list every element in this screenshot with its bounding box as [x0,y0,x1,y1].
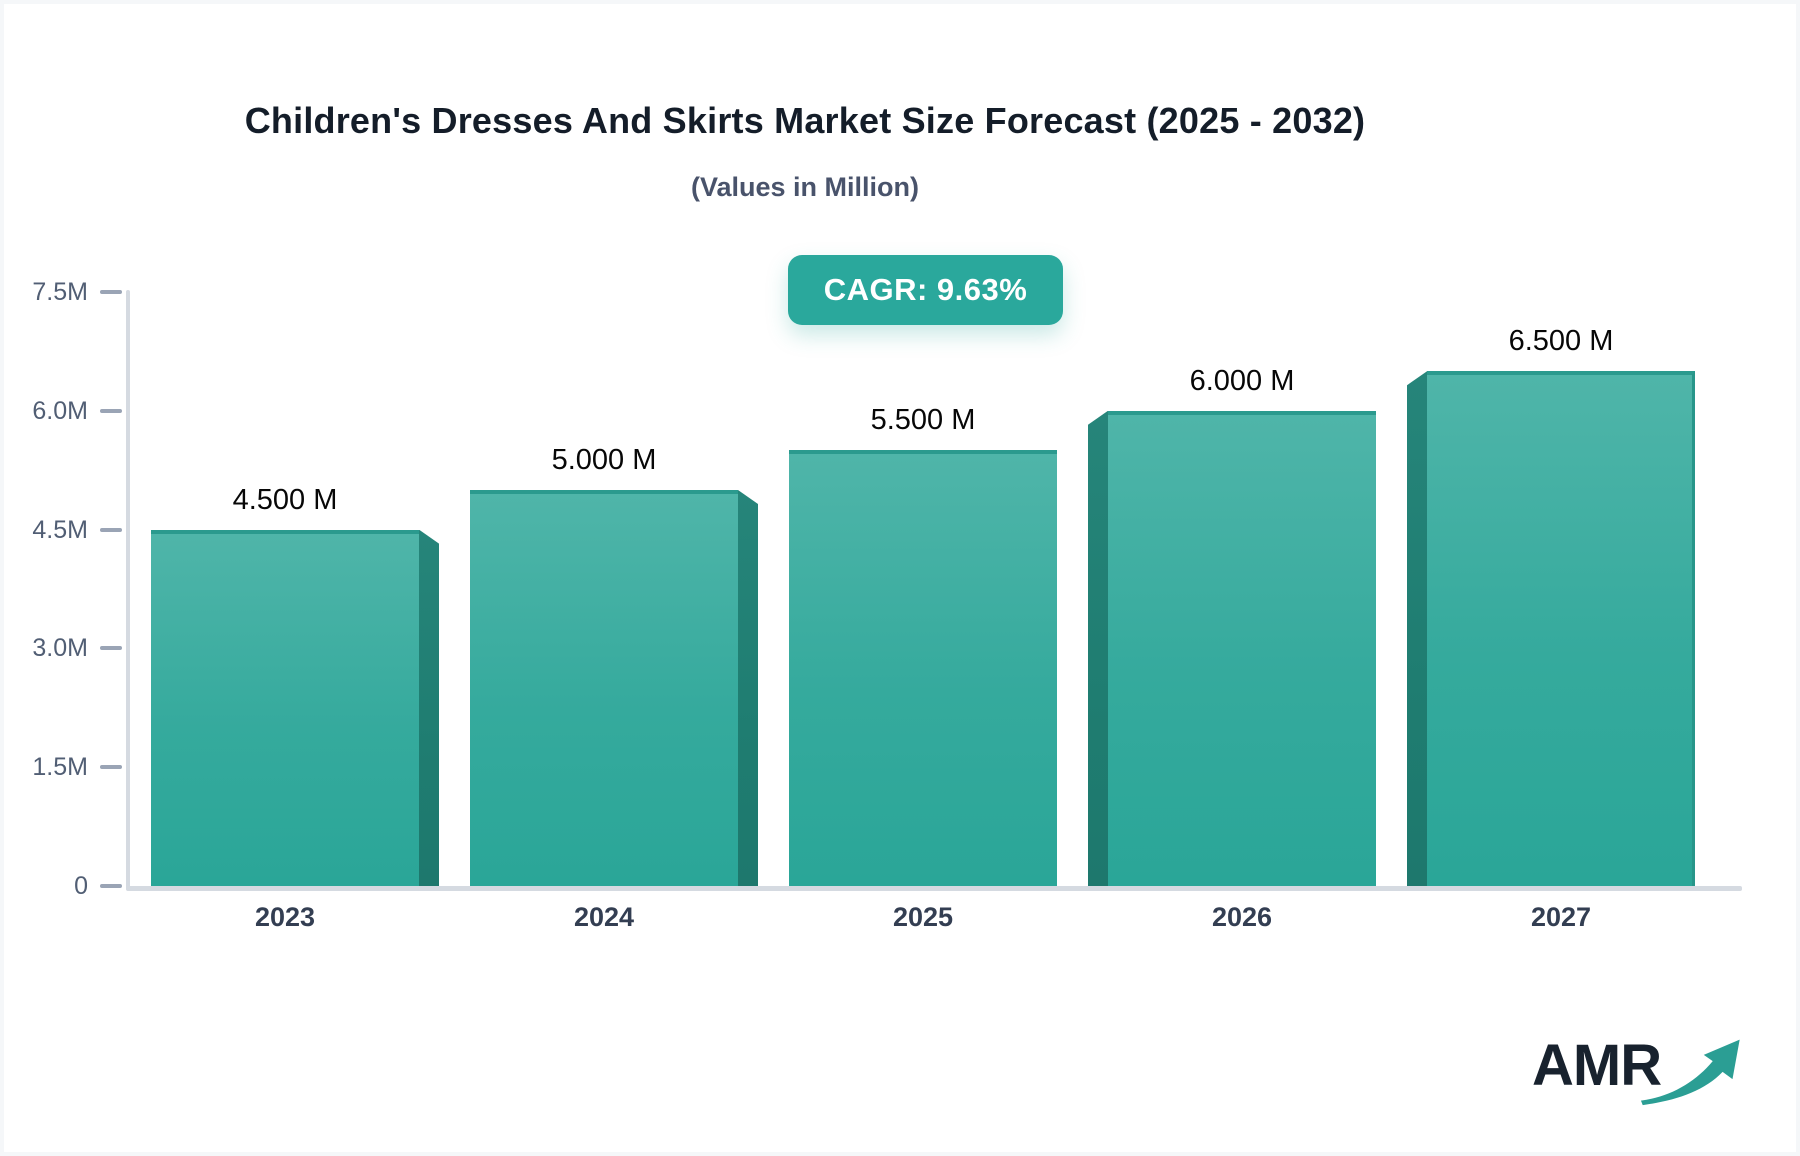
bar-2027 [1427,371,1695,886]
bar-2025 [789,450,1057,886]
growth-arrow-icon [1639,1036,1747,1111]
y-tick-label: 6.0M [32,396,88,425]
x-axis-label: 2025 [892,902,954,932]
bar-value-label: 4.500 M [232,483,338,516]
x-axis-label: 2024 [573,902,635,932]
brand-logo-text: AMR [1532,1033,1662,1098]
y-tick-label: 3.0M [32,634,88,663]
x-axis-label: 2027 [1530,902,1592,932]
bar-value-label: 6.000 M [1189,364,1295,397]
y-tick-mark [100,646,122,651]
x-axis-label: 2023 [254,902,316,932]
cagr-badge-label: CAGR: 9.63% [823,272,1028,307]
bar-side-face [1407,371,1427,886]
brand-logo: AMR [1532,1034,1747,1111]
y-tick-label: 7.5M [32,278,88,306]
bar-value-label: 5.000 M [551,444,657,476]
cagr-badge: CAGR: 9.63% [788,255,1063,325]
bar-value-label: 5.500 M [870,404,976,437]
y-tick-mark [100,408,122,413]
chart-subtitle: (Values in Million) [690,172,920,202]
y-tick-mark [100,290,122,294]
chart-title: Children's Dresses And Skirts Market Siz… [244,100,1366,141]
bar-side-face [738,490,758,886]
bar-value-label: 6.500 M [1508,325,1614,358]
y-tick-label: 1.5M [32,753,88,782]
y-tick-label: 0 [74,872,88,900]
x-axis-line [126,886,1742,891]
y-tick-mark [100,765,122,770]
y-axis-line [126,290,130,890]
y-tick-mark [100,527,122,532]
bar-2023 [151,529,419,886]
bar-side-face [419,529,439,886]
bar-side-face [1088,410,1108,886]
bar-2024 [470,490,738,886]
bar-2026 [1108,410,1376,886]
x-axis-label: 2026 [1211,902,1273,932]
y-tick-label: 4.5M [32,515,88,544]
y-tick-mark [100,884,122,888]
